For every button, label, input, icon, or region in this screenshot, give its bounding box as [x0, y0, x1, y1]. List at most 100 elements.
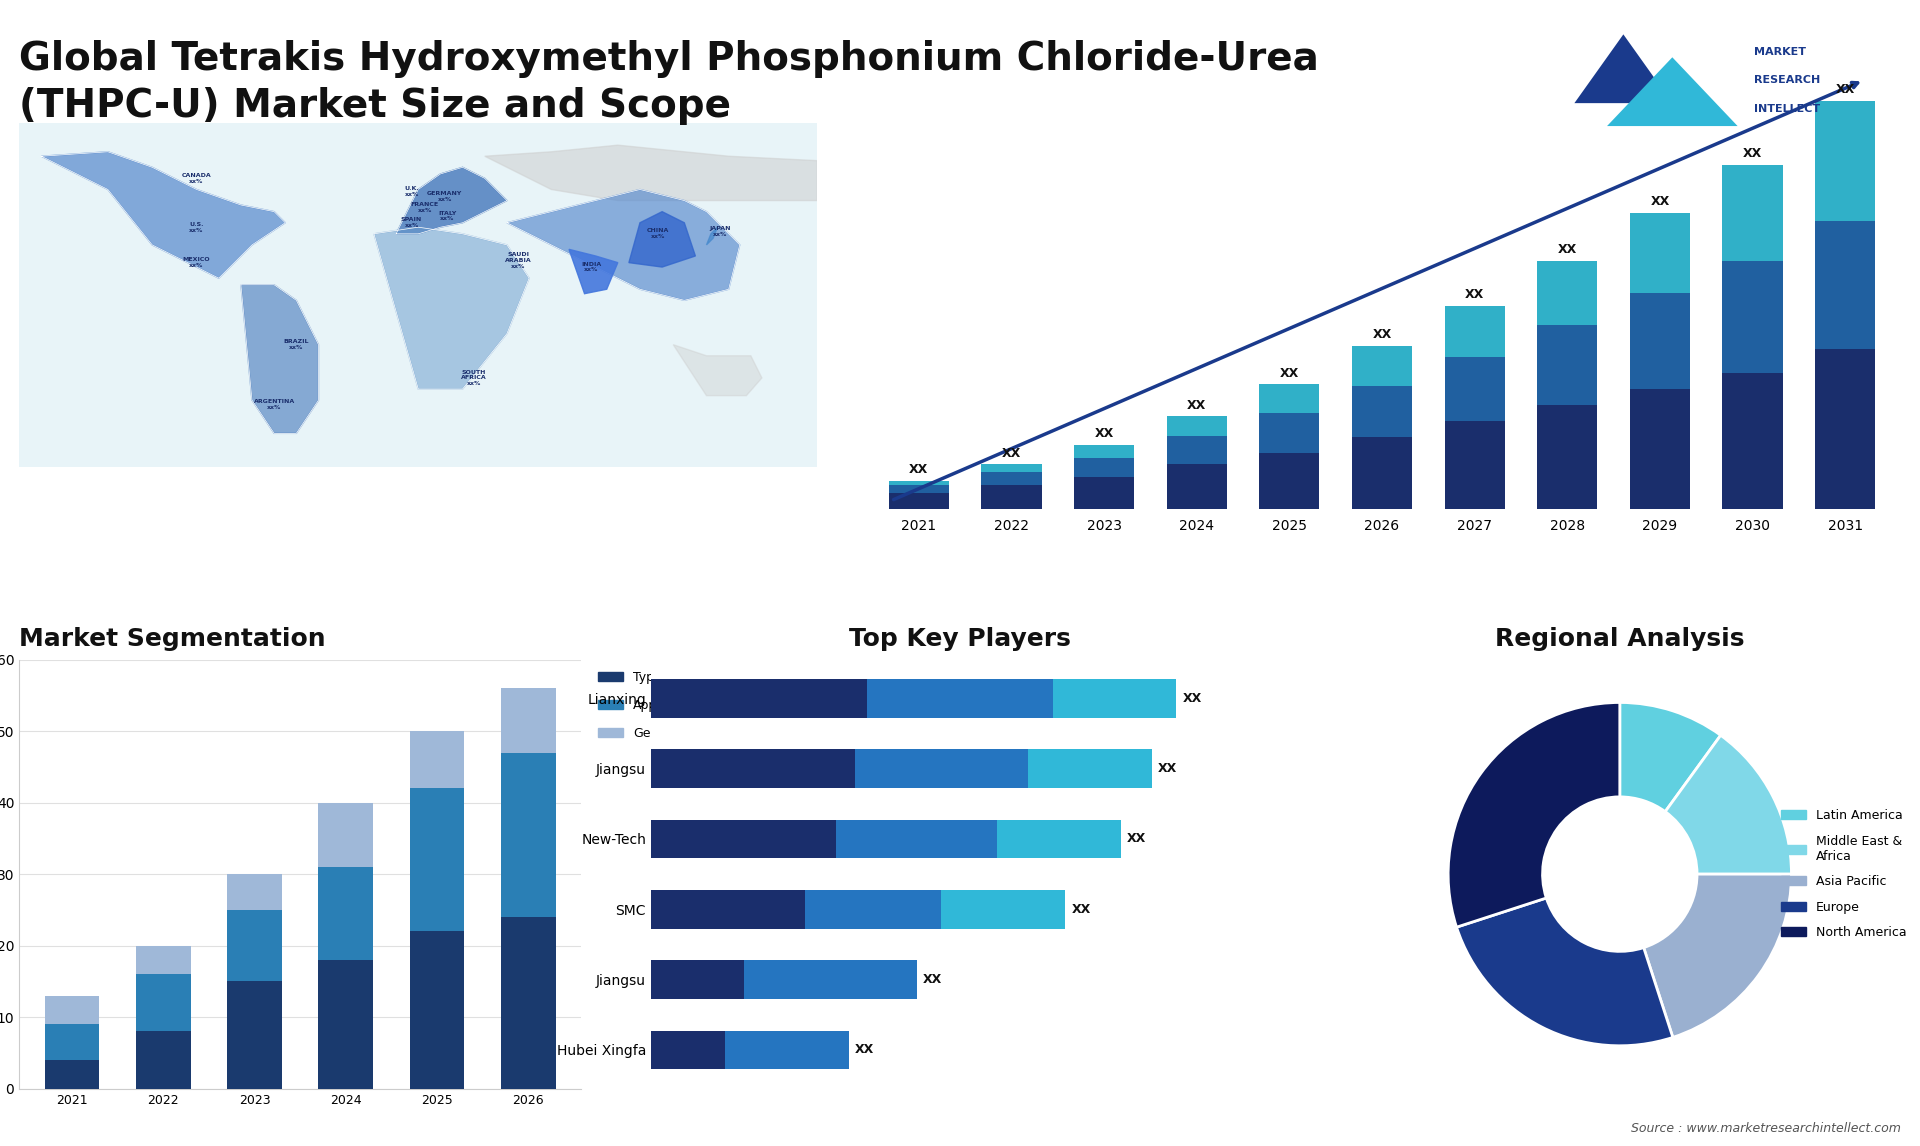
Bar [1722, 165, 1782, 261]
Bar [743, 960, 916, 999]
Wedge shape [1620, 702, 1720, 811]
Bar [941, 890, 1066, 928]
Bar [136, 974, 190, 1031]
Bar [1444, 306, 1505, 358]
Polygon shape [484, 146, 818, 201]
Text: RESEARCH: RESEARCH [1753, 76, 1820, 85]
Bar [1052, 680, 1177, 717]
Text: XX: XX [1187, 399, 1206, 411]
Polygon shape [1607, 57, 1738, 126]
Polygon shape [240, 285, 319, 433]
Text: XX: XX [1094, 427, 1114, 440]
Bar [1444, 422, 1505, 509]
Bar [1722, 261, 1782, 374]
Bar [1167, 435, 1227, 464]
Polygon shape [42, 151, 286, 278]
Bar [1538, 406, 1597, 509]
Text: XX: XX [1183, 692, 1202, 705]
Wedge shape [1448, 702, 1620, 927]
Bar [1538, 325, 1597, 406]
Bar [227, 910, 282, 981]
Polygon shape [374, 227, 530, 388]
Bar [1814, 221, 1876, 350]
Bar [981, 485, 1041, 509]
Text: ITALY
xx%: ITALY xx% [438, 211, 457, 221]
Text: MEXICO
xx%: MEXICO xx% [182, 257, 211, 268]
Bar [651, 749, 854, 788]
Polygon shape [707, 227, 718, 245]
Bar [651, 819, 837, 858]
Text: JAPAN
xx%: JAPAN xx% [708, 226, 730, 237]
Wedge shape [1644, 874, 1791, 1037]
Text: XX: XX [854, 1043, 874, 1057]
Bar [1167, 416, 1227, 435]
Bar [501, 917, 555, 1089]
Bar [44, 1025, 100, 1060]
Bar [319, 868, 372, 960]
Bar [889, 480, 948, 485]
Bar [981, 472, 1041, 485]
Legend: Type, Application, Geography: Type, Application, Geography [593, 666, 708, 745]
Text: Market Segmentation: Market Segmentation [19, 627, 326, 651]
Text: GERMANY
xx%: GERMANY xx% [426, 190, 463, 202]
Bar [409, 932, 465, 1089]
Bar [1630, 293, 1690, 390]
Text: XX: XX [1281, 367, 1300, 379]
Bar [726, 1030, 849, 1069]
Legend: Latin America, Middle East &
Africa, Asia Pacific, Europe, North America: Latin America, Middle East & Africa, Asi… [1776, 804, 1912, 944]
Bar [136, 945, 190, 974]
Bar [651, 1030, 726, 1069]
Polygon shape [1574, 34, 1672, 103]
Bar [319, 960, 372, 1089]
Bar [501, 753, 555, 917]
Bar [227, 874, 282, 910]
Polygon shape [507, 189, 739, 300]
Bar [1814, 350, 1876, 509]
Text: XX: XX [910, 463, 929, 476]
Text: SAUDI
ARABIA
xx%: SAUDI ARABIA xx% [505, 252, 532, 268]
Text: Source : www.marketresearchintellect.com: Source : www.marketresearchintellect.com [1630, 1122, 1901, 1135]
Text: XX: XX [1836, 83, 1855, 96]
Polygon shape [630, 212, 695, 267]
Bar [1814, 101, 1876, 221]
Text: ARGENTINA
xx%: ARGENTINA xx% [253, 399, 296, 410]
Bar [651, 890, 806, 928]
Bar [1352, 438, 1411, 509]
Text: XX: XX [1158, 762, 1177, 775]
Text: BRAZIL
xx%: BRAZIL xx% [284, 339, 309, 350]
Bar [806, 890, 941, 928]
Text: XX: XX [1557, 243, 1576, 256]
Bar [1352, 346, 1411, 386]
Wedge shape [1665, 736, 1791, 874]
Bar [1630, 213, 1690, 293]
Text: FRANCE
xx%: FRANCE xx% [411, 202, 440, 213]
Bar [1027, 749, 1152, 788]
Bar [889, 493, 948, 509]
Bar [868, 680, 1052, 717]
Bar [1260, 414, 1319, 454]
Bar [651, 680, 868, 717]
Bar [1630, 390, 1690, 509]
Bar [889, 485, 948, 493]
Bar [1073, 477, 1135, 509]
Text: SOUTH
AFRICA
xx%: SOUTH AFRICA xx% [461, 370, 486, 386]
Bar [501, 688, 555, 753]
Text: U.K.
xx%: U.K. xx% [405, 187, 419, 197]
Bar [44, 996, 100, 1025]
Polygon shape [396, 167, 507, 234]
Text: XX: XX [1127, 832, 1146, 846]
Bar [227, 981, 282, 1089]
Polygon shape [674, 345, 762, 395]
Title: Regional Analysis: Regional Analysis [1496, 627, 1745, 651]
Bar [1073, 446, 1135, 458]
Polygon shape [568, 250, 618, 293]
Bar [837, 819, 996, 858]
Bar [319, 802, 372, 868]
Text: CANADA
xx%: CANADA xx% [182, 173, 211, 183]
Text: CHINA
xx%: CHINA xx% [647, 228, 668, 240]
Text: XX: XX [1071, 903, 1091, 916]
Text: INTELLECT: INTELLECT [1753, 104, 1820, 113]
Bar [1538, 261, 1597, 325]
Text: MARKET: MARKET [1753, 47, 1807, 56]
Bar [409, 788, 465, 932]
